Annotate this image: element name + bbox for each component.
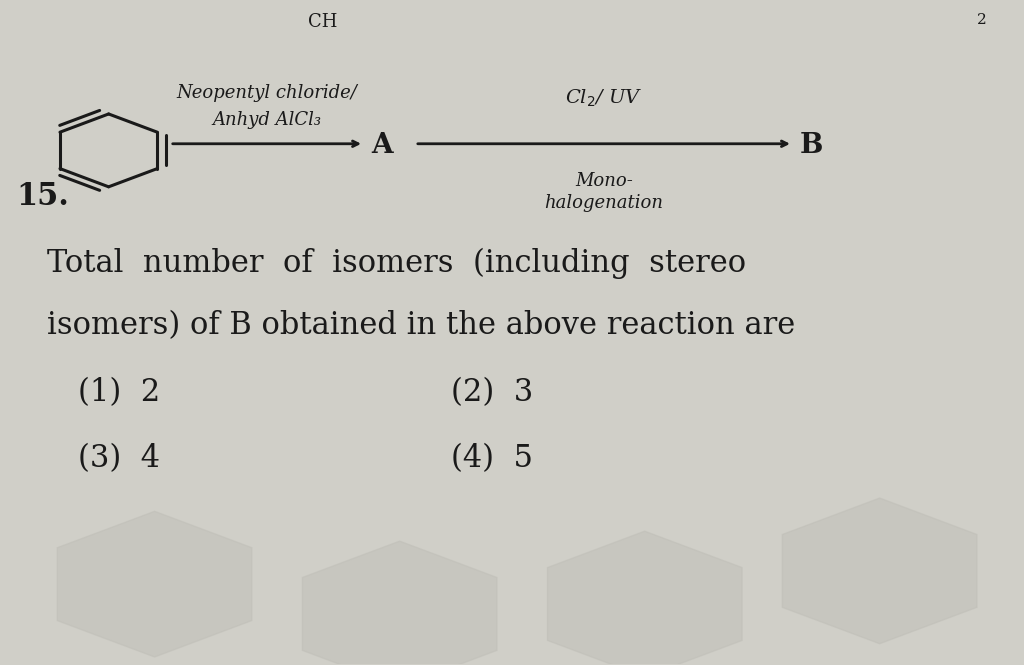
Text: 2: 2 (977, 13, 986, 27)
Text: Anhyd AlCl₃: Anhyd AlCl₃ (212, 110, 322, 128)
Polygon shape (57, 511, 252, 657)
Polygon shape (782, 498, 977, 644)
Text: B: B (800, 132, 823, 158)
Text: (3)  4: (3) 4 (78, 443, 160, 474)
Text: isomers) of B obtained in the above reaction are: isomers) of B obtained in the above reac… (47, 311, 796, 341)
Text: Cl$_2$/ UV: Cl$_2$/ UV (565, 87, 643, 108)
Text: (2)  3: (2) 3 (451, 376, 532, 408)
Text: Total  number  of  isomers  (including  stereo: Total number of isomers (including stere… (47, 247, 746, 279)
Text: (4)  5: (4) 5 (451, 443, 532, 474)
Text: 15.: 15. (16, 182, 70, 212)
Text: Mono-
halogenation: Mono- halogenation (545, 172, 664, 212)
Polygon shape (548, 531, 742, 665)
Text: Neopentyl chloride/: Neopentyl chloride/ (176, 84, 357, 102)
Polygon shape (302, 541, 497, 665)
Text: CH: CH (308, 13, 337, 31)
Text: A: A (371, 132, 392, 158)
Text: (1)  2: (1) 2 (78, 376, 160, 408)
